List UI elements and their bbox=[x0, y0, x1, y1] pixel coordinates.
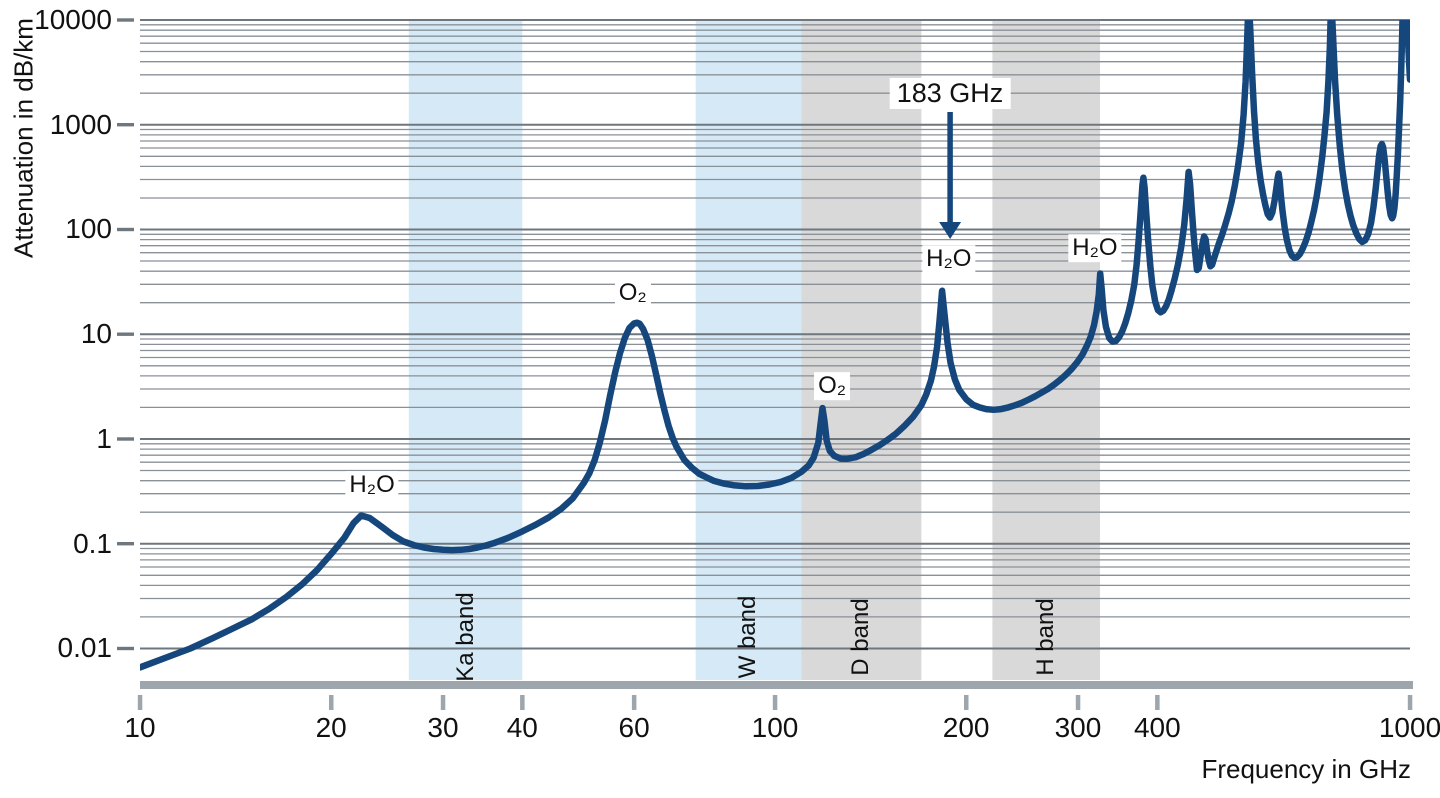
peak-label-h2o: H₂O bbox=[1068, 234, 1122, 262]
y-axis bbox=[117, 18, 134, 651]
annotation-183ghz-label: 183 GHz bbox=[889, 78, 1011, 109]
x-tick-label: 200 bbox=[942, 712, 990, 743]
band-label-w: W band bbox=[734, 595, 762, 679]
peak-label-o2: O₂ bbox=[814, 372, 851, 400]
x-tick-mark bbox=[1407, 695, 1413, 710]
band-label-ka: Ka band bbox=[451, 592, 479, 682]
y-tick-label: 0.1 bbox=[73, 527, 112, 559]
x-tick-mark bbox=[964, 695, 969, 710]
x-tick-mark bbox=[137, 695, 143, 710]
y-tick-mark bbox=[117, 18, 134, 22]
band-label-h: H band bbox=[1032, 598, 1060, 676]
x-tick-label: 30 bbox=[427, 712, 459, 743]
x-tick-label: 300 bbox=[1054, 712, 1102, 743]
x-tick-label: 400 bbox=[1133, 712, 1181, 743]
x-tick-label: 100 bbox=[751, 712, 799, 743]
y-tick-mark bbox=[117, 437, 134, 441]
y-tick-label: 1 bbox=[96, 422, 112, 454]
y-tick-label: 1000 bbox=[49, 108, 112, 140]
x-tick-label: 20 bbox=[315, 712, 347, 743]
y-tick-mark bbox=[117, 332, 134, 336]
x-axis bbox=[137, 681, 1413, 710]
y-tick-label: 10 bbox=[80, 318, 112, 350]
x-tick-mark bbox=[1075, 695, 1081, 710]
y-tick-label: 100 bbox=[65, 213, 112, 245]
x-axis-line bbox=[140, 681, 1413, 689]
annotation-arrow bbox=[939, 112, 962, 239]
x-tick-mark bbox=[772, 695, 778, 710]
peak-label-h2o: H₂O bbox=[922, 245, 976, 274]
x-tick-mark bbox=[440, 695, 446, 710]
band-label-d: D band bbox=[847, 598, 875, 676]
x-tick-label: 60 bbox=[618, 712, 650, 743]
y-tick-label: 10000 bbox=[34, 4, 112, 35]
y-tick-mark bbox=[117, 227, 134, 232]
y-tick-mark bbox=[117, 542, 134, 546]
x-axis-title: Frequency in GHz bbox=[1201, 754, 1411, 784]
x-tick-mark bbox=[631, 695, 637, 710]
peak-label-h2o: H₂O bbox=[345, 471, 399, 500]
y-tick-mark bbox=[117, 123, 134, 127]
x-tick-mark bbox=[1155, 695, 1160, 710]
y-tick-mark bbox=[117, 646, 134, 651]
x-tick-mark bbox=[329, 695, 334, 710]
peak-label-o2: O₂ bbox=[614, 279, 651, 307]
x-tick-label: 40 bbox=[506, 712, 538, 743]
y-tick-label: 0.01 bbox=[57, 632, 113, 664]
x-tick-mark bbox=[520, 695, 525, 710]
x-tick-label: 10 bbox=[124, 712, 156, 743]
x-tick-label: 1000 bbox=[1378, 712, 1440, 743]
attenuation-curve bbox=[140, 20, 1410, 671]
